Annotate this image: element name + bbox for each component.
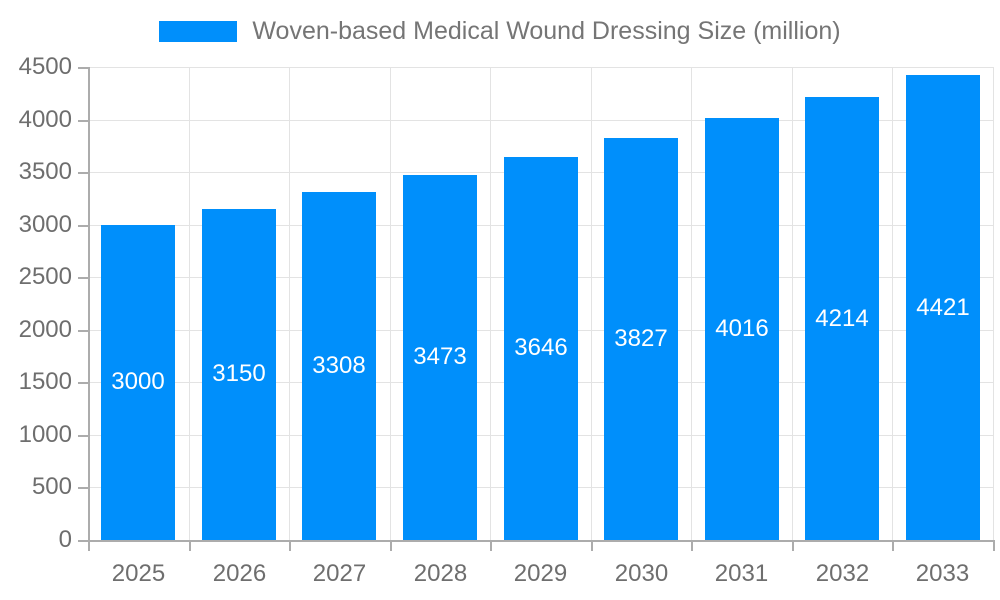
bar-value-label: 3827: [614, 325, 668, 352]
bar[interactable]: [906, 75, 980, 540]
y-axis-label: 1000: [18, 421, 72, 448]
y-tick: [78, 330, 88, 332]
y-axis-label: 1500: [18, 368, 72, 395]
x-tick: [189, 540, 191, 551]
x-tick: [892, 540, 894, 551]
y-axis-label: 4500: [18, 53, 72, 80]
legend-label: Woven-based Medical Wound Dressing Size …: [252, 17, 841, 45]
bar[interactable]: [504, 157, 578, 540]
h-gridline: [88, 67, 993, 68]
legend[interactable]: Woven-based Medical Wound Dressing Size …: [0, 17, 1000, 46]
x-axis-label: 2030: [614, 560, 669, 587]
x-tick: [792, 540, 794, 551]
v-gridline: [591, 67, 592, 540]
x-tick: [490, 540, 492, 551]
bar-value-label: 4421: [916, 294, 970, 321]
bar[interactable]: [705, 118, 779, 540]
y-axis-label: 2000: [18, 316, 72, 343]
v-gridline: [490, 67, 491, 540]
x-axis-label: 2031: [714, 560, 769, 587]
y-axis-label: 500: [31, 473, 72, 500]
bar-value-label: 4016: [715, 315, 769, 342]
bar[interactable]: [805, 97, 879, 540]
y-tick: [78, 382, 88, 384]
y-tick: [78, 67, 88, 69]
x-tick: [691, 540, 693, 551]
bar-value-label: 3646: [514, 334, 568, 361]
bar[interactable]: [604, 138, 678, 540]
x-axis-label: 2033: [915, 560, 970, 587]
y-axis-label: 3000: [18, 211, 72, 238]
bar[interactable]: [202, 209, 276, 540]
bar-value-label: 3150: [212, 360, 266, 387]
v-gridline: [390, 67, 391, 540]
legend-swatch-icon: [159, 21, 238, 42]
y-tick: [78, 540, 88, 542]
bar-value-label: 3473: [413, 343, 467, 370]
x-tick: [993, 540, 995, 551]
bar-value-label: 4214: [815, 305, 869, 332]
v-gridline: [792, 67, 793, 540]
y-axis-label: 0: [58, 526, 72, 553]
v-gridline: [993, 67, 994, 540]
x-axis-label: 2028: [413, 560, 468, 587]
v-gridline: [691, 67, 692, 540]
y-tick: [78, 225, 88, 227]
bar[interactable]: [302, 192, 376, 540]
y-axis-label: 2500: [18, 263, 72, 290]
h-gridline: [88, 120, 993, 121]
y-axis-label: 3500: [18, 158, 72, 185]
x-axis-label: 2029: [513, 560, 568, 587]
y-tick: [78, 277, 88, 279]
y-tick: [78, 172, 88, 174]
x-tick: [289, 540, 291, 551]
x-axis-label: 2026: [212, 560, 267, 587]
y-axis-label: 4000: [18, 106, 72, 133]
v-gridline: [189, 67, 190, 540]
x-axis-label: 2032: [815, 560, 870, 587]
x-tick: [88, 540, 90, 551]
x-axis-label: 2025: [111, 560, 166, 587]
v-gridline: [289, 67, 290, 540]
bar[interactable]: [101, 225, 175, 540]
y-axis-line: [88, 67, 90, 540]
y-tick: [78, 120, 88, 122]
y-tick: [78, 435, 88, 437]
x-tick: [591, 540, 593, 551]
bar-value-label: 3308: [312, 352, 366, 379]
v-gridline: [892, 67, 893, 540]
x-axis-line: [88, 540, 993, 542]
x-tick: [390, 540, 392, 551]
y-tick: [78, 487, 88, 489]
bar-value-label: 3000: [111, 368, 165, 395]
bar[interactable]: [403, 175, 477, 540]
x-axis-label: 2027: [312, 560, 367, 587]
